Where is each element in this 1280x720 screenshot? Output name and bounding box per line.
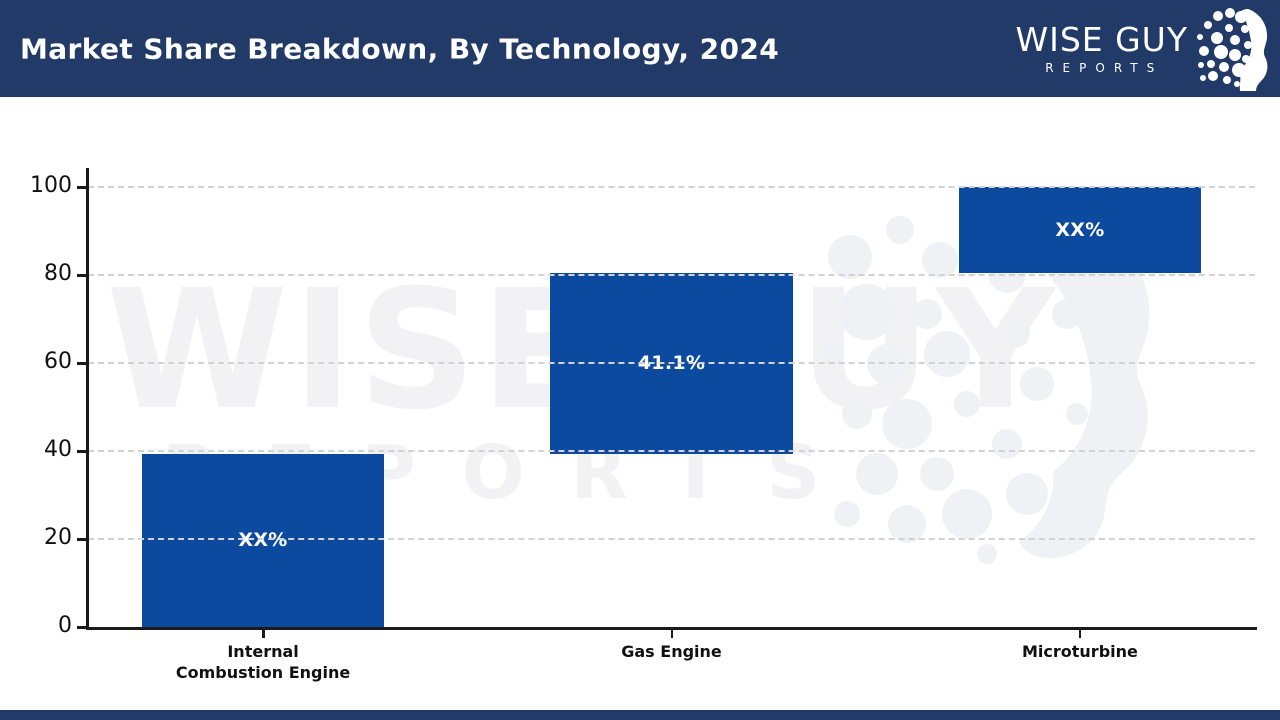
y-tick-label: 80 [44, 261, 72, 286]
y-tick-label: 60 [44, 349, 72, 374]
bar-value-label: XX% [238, 529, 288, 552]
y-tick [77, 362, 87, 365]
y-tick [77, 626, 87, 629]
bar: XX% [958, 187, 1202, 273]
brand-logo: WISE GUY REPORTS [1015, 6, 1268, 92]
y-tick-label: 0 [58, 613, 72, 638]
y-tick [77, 274, 87, 277]
gridline [88, 362, 1255, 364]
header-bar: Market Share Breakdown, By Technology, 2… [0, 0, 1280, 97]
x-tick [670, 630, 673, 638]
y-tick [77, 186, 87, 189]
y-tick-label: 100 [30, 173, 72, 198]
bar-value-label: XX% [1055, 218, 1105, 241]
category-label: Internal Combustion Engine [175, 642, 351, 682]
brand-subname: REPORTS [1045, 60, 1164, 75]
gridline [88, 450, 1255, 452]
watermark-head-profile-icon [805, 212, 1175, 576]
page-title: Market Share Breakdown, By Technology, 2… [20, 32, 780, 65]
brand-logo-text: WISE GUY REPORTS [1015, 23, 1188, 75]
bar: XX% [141, 453, 385, 627]
x-axis-line [86, 627, 1257, 630]
x-tick [262, 630, 265, 638]
y-axis-line [86, 168, 89, 630]
footer-bar [0, 710, 1280, 720]
category-label: Microturbine [1021, 642, 1138, 661]
y-tick [77, 538, 87, 541]
gridline [88, 186, 1255, 188]
gridline [88, 274, 1255, 276]
x-tick [1078, 630, 1082, 638]
gridline [88, 538, 1255, 540]
y-tick-label: 40 [44, 437, 72, 462]
dotted-head-profile-icon [1190, 7, 1268, 91]
y-tick [77, 450, 87, 453]
brand-name: WISE GUY [1015, 20, 1188, 60]
category-label: Gas Engine [621, 642, 722, 661]
y-tick-label: 20 [44, 525, 72, 550]
